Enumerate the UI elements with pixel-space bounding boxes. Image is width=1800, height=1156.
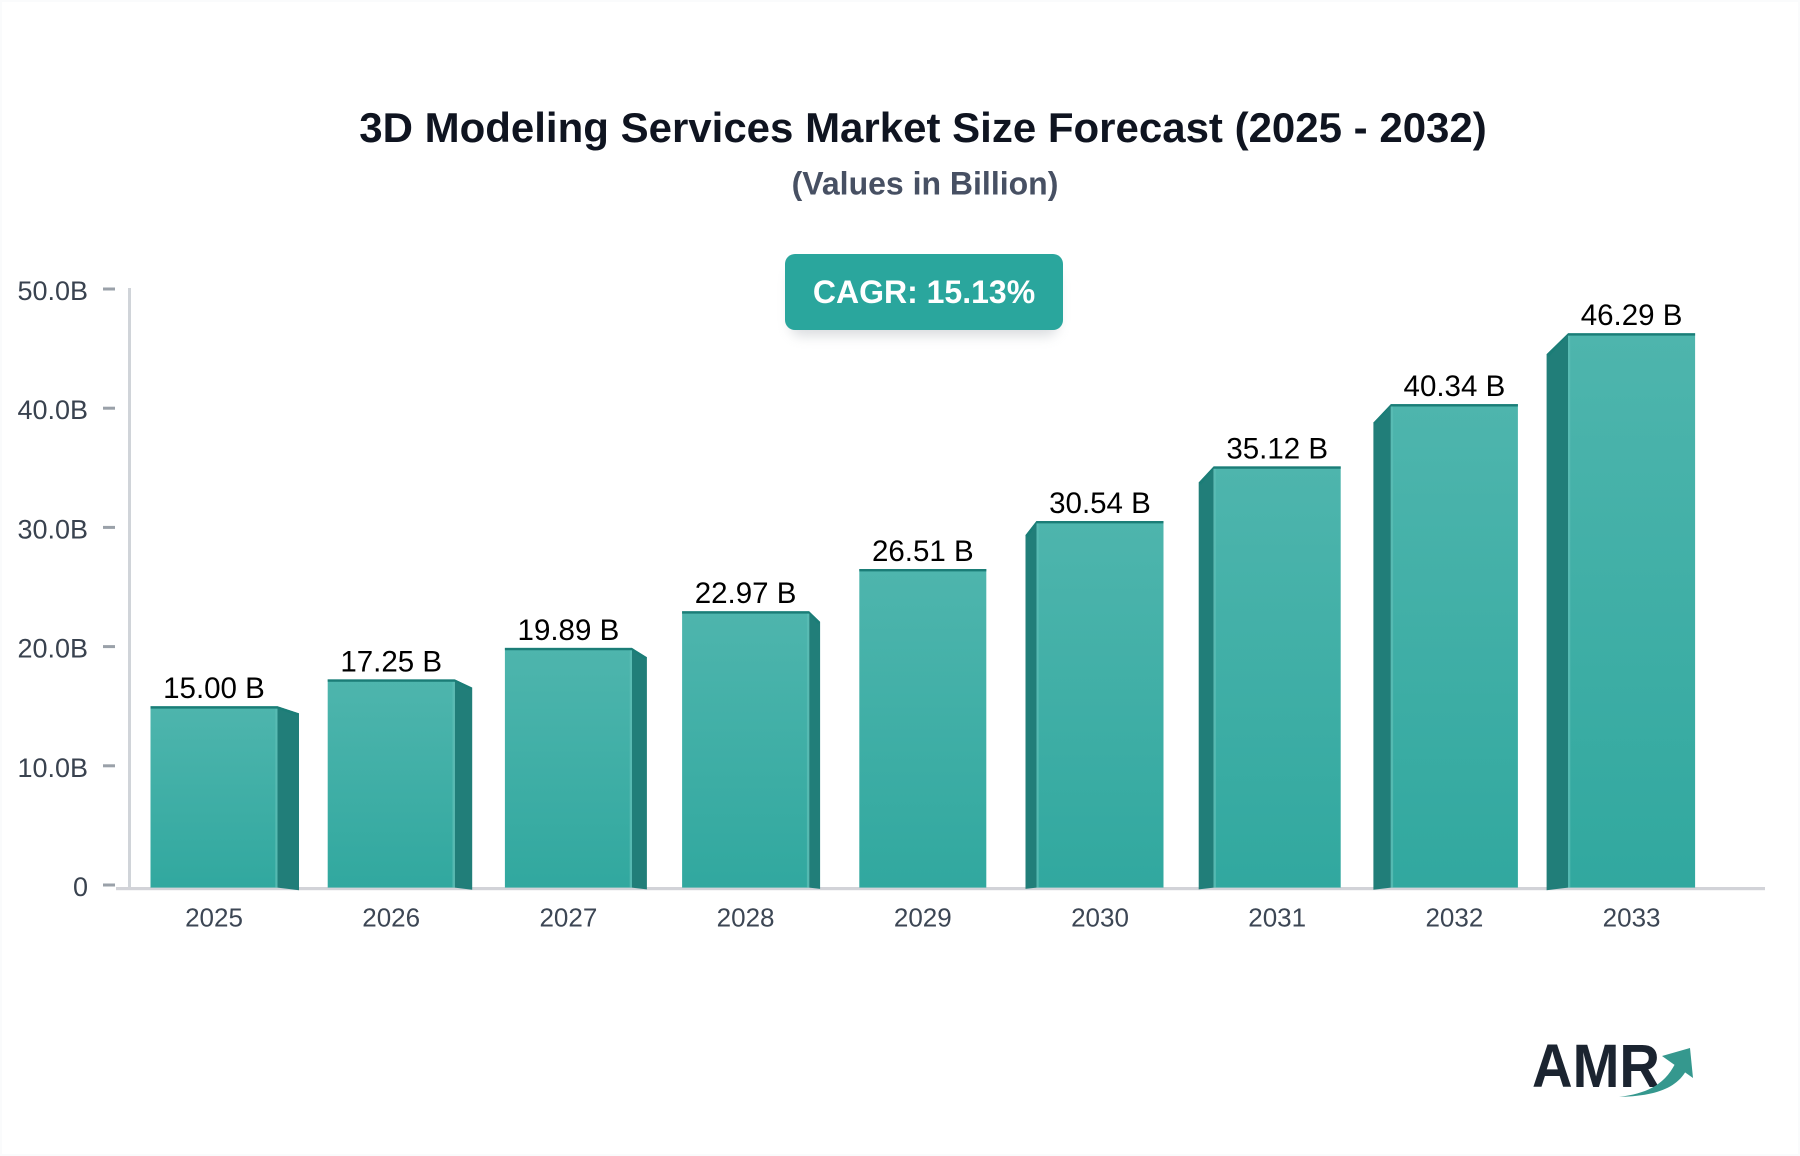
svg-text:35.12 B: 35.12 B	[1226, 432, 1328, 465]
svg-text:20.0B: 20.0B	[17, 634, 88, 664]
svg-text:3D Modeling Services Market Si: 3D Modeling Services Market Size Forecas…	[359, 104, 1487, 151]
svg-text:2033: 2033	[1603, 903, 1661, 933]
svg-text:10.0B: 10.0B	[17, 753, 88, 783]
svg-text:2026: 2026	[362, 903, 420, 933]
svg-text:19.89 B: 19.89 B	[518, 614, 620, 647]
svg-text:2030: 2030	[1071, 903, 1129, 933]
svg-text:15.00 B: 15.00 B	[163, 672, 265, 705]
svg-text:40.0B: 40.0B	[17, 395, 88, 425]
svg-text:30.54 B: 30.54 B	[1049, 487, 1151, 520]
svg-text:AMR: AMR	[1532, 1032, 1660, 1100]
svg-text:17.25 B: 17.25 B	[340, 645, 442, 678]
svg-text:46.29 B: 46.29 B	[1581, 299, 1683, 332]
svg-text:50.0B: 50.0B	[17, 276, 88, 306]
svg-text:2025: 2025	[185, 903, 243, 933]
svg-text:(Values in Billion): (Values in Billion)	[792, 166, 1059, 202]
svg-text:2028: 2028	[717, 903, 775, 933]
svg-text:2032: 2032	[1425, 903, 1483, 933]
svg-text:30.0B: 30.0B	[17, 514, 88, 544]
svg-text:2027: 2027	[539, 903, 597, 933]
svg-text:2031: 2031	[1248, 903, 1306, 933]
svg-text:2029: 2029	[894, 903, 952, 933]
svg-text:22.97 B: 22.97 B	[695, 577, 797, 610]
svg-text:26.51 B: 26.51 B	[872, 535, 974, 568]
svg-text:40.34 B: 40.34 B	[1404, 370, 1506, 403]
svg-text:0: 0	[73, 872, 88, 902]
svg-text:CAGR: 15.13%: CAGR: 15.13%	[813, 274, 1035, 310]
